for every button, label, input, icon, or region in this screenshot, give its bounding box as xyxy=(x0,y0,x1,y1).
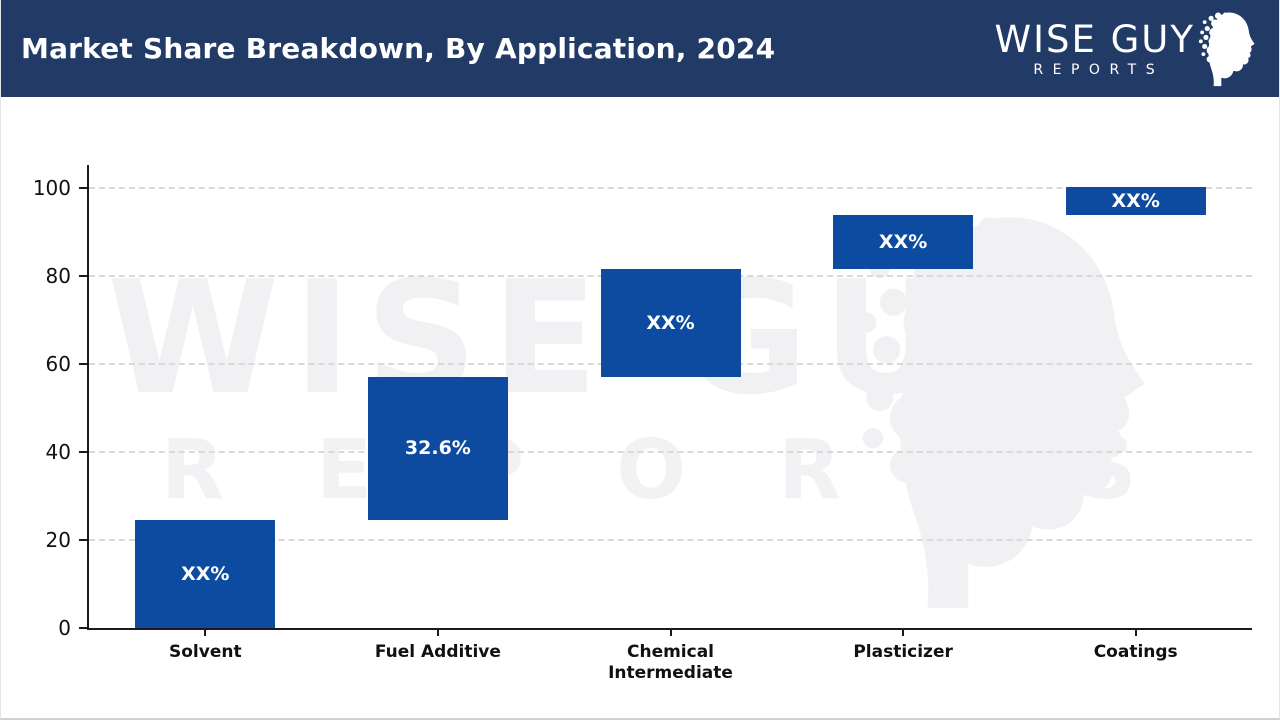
brand-logo: WISE GUY REPORTS xyxy=(995,8,1261,90)
bar-value-label: XX% xyxy=(181,563,230,586)
y-tick-label: 40 xyxy=(45,440,71,464)
bar-value-label: XX% xyxy=(878,230,928,253)
brand-text: WISE GUY REPORTS xyxy=(995,21,1195,77)
bar-plasticizer: XX% xyxy=(833,214,974,269)
bar-value-label: 32.6% xyxy=(404,437,471,460)
x-axis-label: Fuel Additive xyxy=(374,642,501,662)
bar-solvent: XX% xyxy=(135,520,276,628)
chart-title: Market Share Breakdown, By Application, … xyxy=(21,32,776,65)
y-tick xyxy=(79,451,87,453)
brand-subname: REPORTS xyxy=(1033,61,1165,78)
x-tick xyxy=(902,628,905,636)
chart-canvas: WISE GUY REPORTS XX% 32.6% XX% XX% XX% 0 20 40… xyxy=(1,97,1279,718)
bar-chemical-intermediate: XX% xyxy=(600,268,741,377)
bar-value-label: XX% xyxy=(1111,189,1160,212)
y-tick xyxy=(79,627,87,629)
brand-name: WISE GUY xyxy=(994,17,1195,61)
x-axis-label: Plasticizer xyxy=(853,642,953,662)
y-tick-label: 20 xyxy=(45,528,71,552)
gridline xyxy=(89,539,1252,541)
x-tick xyxy=(1134,628,1137,636)
x-axis-label: Chemical Intermediate xyxy=(608,642,733,683)
bar-value-label: XX% xyxy=(646,311,695,334)
y-tick xyxy=(79,363,87,365)
bar-coatings: XX% xyxy=(1065,186,1206,215)
y-tick-label: 100 xyxy=(32,176,71,200)
x-tick xyxy=(436,628,439,636)
gridline xyxy=(89,451,1252,453)
header-bar: Market Share Breakdown, By Application, … xyxy=(1,0,1279,97)
x-axis-label: Solvent xyxy=(169,642,242,662)
y-tick xyxy=(79,275,87,277)
x-tick xyxy=(669,628,672,636)
y-tick xyxy=(79,187,87,189)
y-tick-label: 80 xyxy=(45,264,71,288)
x-axis-label: Coatings xyxy=(1093,642,1178,662)
y-axis-line xyxy=(87,165,89,630)
plot-area: XX% 32.6% XX% XX% XX% xyxy=(87,165,1252,630)
y-tick-label: 0 xyxy=(58,616,71,640)
y-tick xyxy=(79,539,87,541)
bar-fuel-additive: 32.6% xyxy=(367,376,508,521)
gridline xyxy=(89,187,1252,189)
y-tick-label: 60 xyxy=(45,352,71,376)
x-tick xyxy=(204,628,207,636)
brand-head-icon xyxy=(1198,12,1255,86)
